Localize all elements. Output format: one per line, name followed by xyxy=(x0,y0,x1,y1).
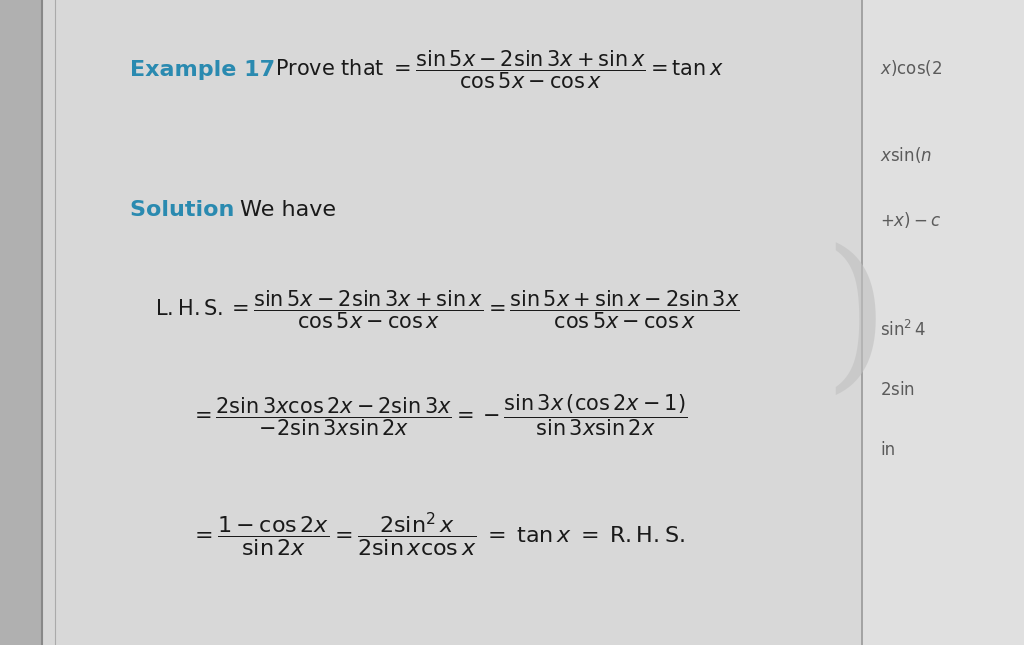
Text: We have: We have xyxy=(240,200,336,220)
Text: $2\sin$: $2\sin$ xyxy=(880,381,915,399)
Text: $x)\cos(2$: $x)\cos(2$ xyxy=(880,58,942,78)
Text: in: in xyxy=(880,441,895,459)
FancyBboxPatch shape xyxy=(862,0,1024,645)
Text: Solution: Solution xyxy=(130,200,242,220)
Text: Example 17: Example 17 xyxy=(130,60,283,80)
Text: $x\sin(n$: $x\sin(n$ xyxy=(880,145,932,165)
Text: ): ) xyxy=(823,243,889,404)
Text: $=\dfrac{1-\cos 2x}{\sin 2x}=\dfrac{2\sin^2 x}{2\sin x\cos x}\;=\;\tan x\;=\;\ma: $=\dfrac{1-\cos 2x}{\sin 2x}=\dfrac{2\si… xyxy=(190,511,685,559)
Text: Prove that $=\dfrac{\sin 5x-2\sin 3x+\sin x}{\cos 5x-\cos x}=\tan x$: Prove that $=\dfrac{\sin 5x-2\sin 3x+\si… xyxy=(275,49,724,91)
FancyBboxPatch shape xyxy=(42,0,862,645)
Text: $\sin^2 4$: $\sin^2 4$ xyxy=(880,320,926,340)
Text: $=\dfrac{2\sin 3x\cos 2x-2\sin 3x}{-2\sin 3x\sin 2x}=-\dfrac{\sin 3x\,(\cos 2x-1: $=\dfrac{2\sin 3x\cos 2x-2\sin 3x}{-2\si… xyxy=(190,392,687,438)
Text: $\mathrm{L.H.S.}=\dfrac{\sin 5x-2\sin 3x+\sin x}{\cos 5x-\cos x}=\dfrac{\sin 5x+: $\mathrm{L.H.S.}=\dfrac{\sin 5x-2\sin 3x… xyxy=(155,289,739,332)
FancyBboxPatch shape xyxy=(0,0,42,645)
Text: $+x)-c$: $+x)-c$ xyxy=(880,210,942,230)
